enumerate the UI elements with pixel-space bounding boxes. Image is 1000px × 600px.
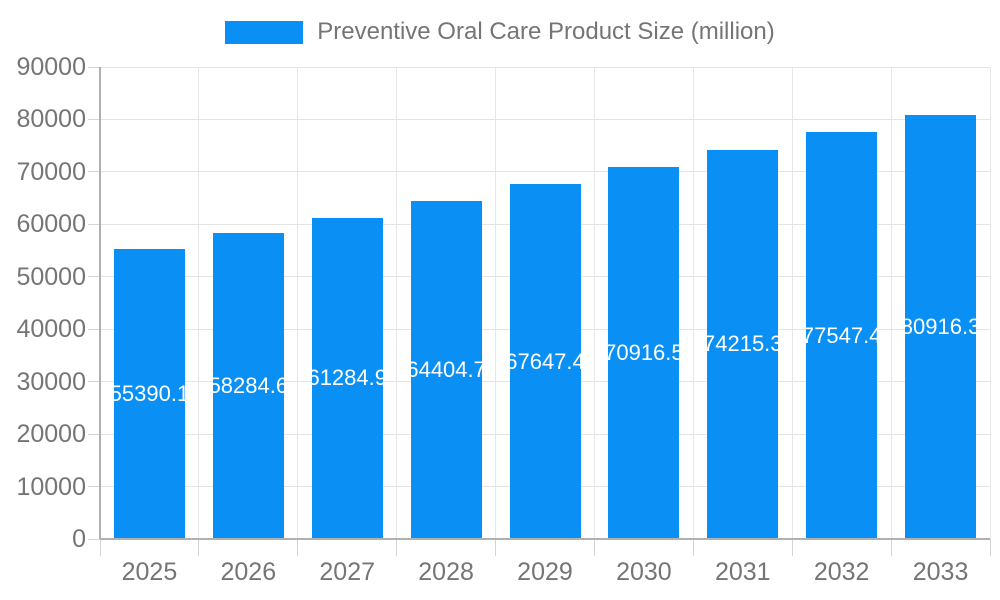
x-axis-tick-label: 2027 — [319, 558, 376, 586]
v-gridline — [297, 67, 299, 539]
y-tick-mark — [88, 486, 100, 488]
legend-swatch[interactable] — [225, 20, 304, 44]
x-tick-mark — [791, 539, 793, 556]
x-tick-mark — [297, 539, 299, 556]
bar-value-label: 77547.4 — [806, 322, 878, 348]
v-gridline — [396, 67, 398, 539]
x-axis-tick-label: 2025 — [121, 558, 178, 586]
plot-area: 55390.1 58284.6 61284.9 64404.7 67647.4 70916… — [100, 66, 991, 539]
x-tick-mark — [692, 539, 694, 556]
y-tick-mark — [88, 381, 100, 383]
bar-value-label: 74215.3 — [707, 331, 779, 357]
bar-value-label: 67647.4 — [509, 348, 581, 374]
bar-value-label: 80916.3 — [905, 313, 977, 339]
x-tick-mark — [495, 539, 497, 556]
y-tick-mark — [88, 538, 100, 540]
bar-value-label: 70916.5 — [608, 340, 680, 366]
y-axis-line — [99, 67, 101, 539]
x-tick-mark — [99, 539, 101, 556]
y-tick-mark — [88, 171, 100, 173]
bar-value-label: 55390.1 — [113, 380, 185, 406]
y-axis-tick-label: 50000 — [16, 262, 86, 291]
x-tick-mark — [396, 539, 398, 556]
bar[interactable]: 67647.4 — [509, 184, 581, 539]
y-axis-tick-label: 30000 — [16, 367, 86, 396]
h-gridline — [100, 171, 990, 173]
v-gridline — [989, 67, 991, 539]
bar[interactable]: 64404.7 — [410, 201, 482, 539]
bar-value-label: 61284.9 — [311, 365, 383, 391]
y-axis-tick-label: 80000 — [16, 105, 86, 134]
bar[interactable]: 70916.5 — [608, 167, 680, 539]
x-axis-tick-label: 2031 — [714, 558, 771, 586]
y-axis-tick-label: 40000 — [16, 315, 86, 344]
y-axis-tick-label: 10000 — [16, 472, 86, 501]
h-gridline — [100, 66, 990, 68]
legend-label[interactable]: Preventive Oral Care Product Size (milli… — [317, 18, 775, 45]
bar[interactable]: 61284.9 — [311, 217, 383, 539]
y-axis-tick-label: 60000 — [16, 210, 86, 239]
x-axis-tick-label: 2029 — [517, 558, 573, 586]
bar[interactable]: 74215.3 — [707, 149, 779, 539]
x-axis-tick-label: 2028 — [418, 558, 474, 586]
v-gridline — [495, 67, 497, 539]
v-gridline — [593, 67, 595, 539]
v-gridline — [198, 67, 200, 539]
bar[interactable]: 77547.4 — [806, 132, 878, 539]
h-gridline — [100, 118, 990, 120]
y-tick-mark — [88, 276, 100, 278]
x-axis-tick-label: 2030 — [616, 558, 672, 586]
x-axis-line — [100, 538, 990, 540]
bar-value-label: 64404.7 — [410, 357, 482, 383]
y-tick-mark — [88, 433, 100, 435]
bar[interactable]: 55390.1 — [113, 248, 185, 539]
x-tick-mark — [198, 539, 200, 556]
y-axis-tick-label: 70000 — [16, 157, 86, 186]
legend: Preventive Oral Care Product Size (milli… — [0, 18, 1000, 46]
x-tick-mark — [890, 539, 892, 556]
y-axis-tick-label: 20000 — [16, 420, 86, 449]
bar-value-label: 58284.6 — [212, 373, 284, 399]
x-axis-tick-label: 2033 — [912, 558, 969, 586]
x-tick-mark — [989, 539, 991, 556]
y-tick-mark — [88, 223, 100, 225]
x-axis-tick-label: 2032 — [813, 558, 870, 586]
v-gridline — [890, 67, 892, 539]
x-tick-mark — [593, 539, 595, 556]
v-gridline — [791, 67, 793, 539]
y-tick-mark — [88, 66, 100, 68]
y-tick-mark — [88, 328, 100, 330]
x-axis-tick-label: 2026 — [220, 558, 277, 586]
v-gridline — [692, 67, 694, 539]
y-axis-tick-label: 90000 — [16, 53, 86, 81]
y-tick-mark — [88, 118, 100, 120]
bar[interactable]: 80916.3 — [905, 114, 977, 539]
y-axis-tick-label: 0 — [72, 525, 86, 553]
bar[interactable]: 58284.6 — [212, 233, 284, 539]
